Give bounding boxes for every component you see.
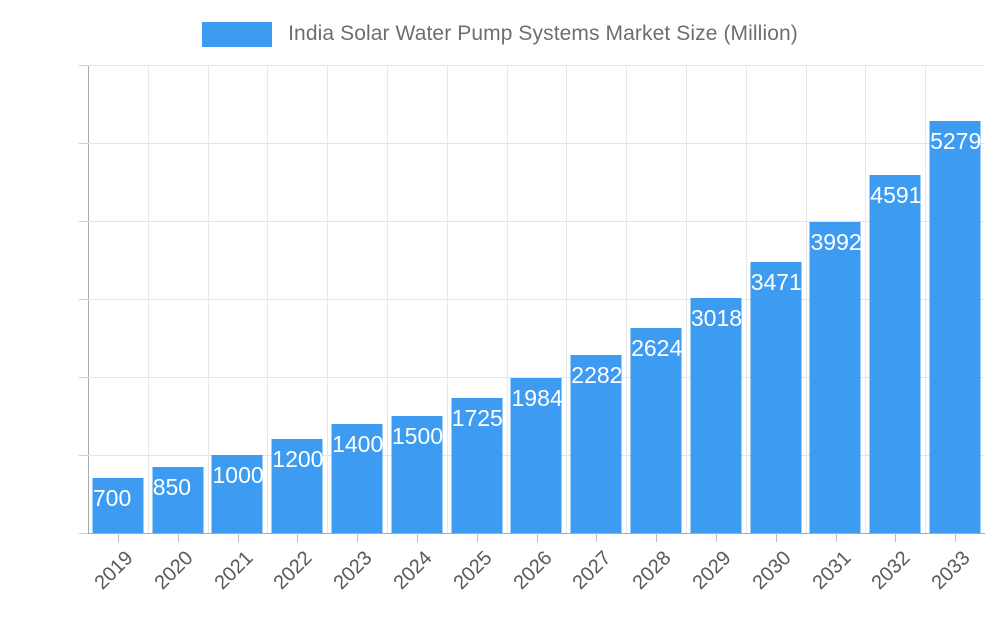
y-tick-mark — [79, 377, 88, 378]
bar[interactable] — [451, 398, 503, 533]
x-gridline — [147, 65, 149, 533]
y-gridline — [88, 377, 985, 378]
plot-area: 0100020003000400050006000700201985020201… — [79, 65, 985, 594]
bar[interactable] — [391, 416, 443, 533]
bar[interactable] — [690, 297, 742, 533]
bar-slot: 1500 — [387, 65, 447, 533]
bar[interactable] — [510, 378, 562, 533]
y-tick-mark — [79, 533, 88, 534]
y-tick-mark — [79, 221, 88, 222]
x-tick-mark — [177, 533, 179, 542]
x-tick-mark — [117, 533, 119, 542]
x-gridline — [327, 65, 329, 533]
x-tick-mark — [476, 533, 478, 542]
x-tick-mark — [955, 533, 957, 542]
x-tick-mark — [596, 533, 598, 542]
x-tick-mark — [357, 533, 359, 542]
x-gridline — [865, 65, 867, 533]
x-tick-mark — [775, 533, 777, 542]
x-tick-mark — [715, 533, 717, 542]
bar-slot: 1725 — [447, 65, 507, 533]
bar[interactable] — [331, 423, 383, 533]
y-gridline — [88, 221, 985, 222]
x-tick-mark — [237, 533, 239, 542]
x-tick-mark — [656, 533, 658, 542]
x-gridline — [686, 65, 687, 533]
bar[interactable] — [929, 121, 981, 533]
x-gridline — [925, 65, 927, 533]
x-gridline — [626, 65, 628, 533]
bar[interactable] — [271, 439, 323, 533]
x-tick-mark — [895, 533, 897, 542]
x-tick-mark — [416, 533, 418, 542]
bar[interactable] — [750, 262, 802, 533]
bar[interactable] — [809, 221, 861, 533]
x-gridline — [805, 65, 807, 533]
bar-slot: 1400 — [327, 65, 387, 533]
y-tick-mark — [79, 299, 88, 300]
chart-legend: India Solar Water Pump Systems Market Si… — [0, 14, 1000, 54]
y-gridline — [88, 143, 985, 144]
bar-slot: 850 — [148, 65, 208, 533]
legend-color-swatch[interactable] — [202, 21, 273, 47]
x-gridline — [506, 65, 508, 533]
bar[interactable] — [869, 174, 921, 533]
bar-slot: 2624 — [626, 65, 686, 533]
bar-slot: 5279 — [925, 65, 985, 533]
bar-slot: 2282 — [566, 65, 626, 533]
bar-slot: 3992 — [806, 65, 866, 533]
bar[interactable] — [211, 455, 263, 533]
x-gridline — [267, 65, 269, 533]
bar-slot: 1984 — [507, 65, 567, 533]
bar[interactable] — [630, 328, 682, 533]
bar-slot: 3018 — [686, 65, 746, 533]
y-tick-mark — [79, 143, 88, 144]
y-gridline — [88, 65, 985, 66]
bar[interactable] — [152, 466, 204, 533]
x-tick-mark — [536, 533, 538, 542]
y-gridline — [88, 299, 985, 300]
y-tick-mark — [79, 455, 88, 456]
x-gridline — [745, 65, 747, 533]
bar-slot: 1000 — [208, 65, 268, 533]
x-gridline — [207, 65, 209, 533]
x-gridline — [387, 65, 388, 533]
bar-slot: 1200 — [267, 65, 327, 533]
bar-slot: 4591 — [865, 65, 925, 533]
bar-slot: 3471 — [746, 65, 806, 533]
bar[interactable] — [570, 355, 622, 533]
y-tick-mark — [79, 65, 88, 66]
legend-label: India Solar Water Pump Systems Market Si… — [288, 22, 798, 45]
x-gridline — [446, 65, 448, 533]
x-gridline — [566, 65, 568, 533]
bar-slot: 700 — [88, 65, 148, 533]
bar[interactable] — [92, 478, 144, 533]
bar-chart: India Solar Water Pump Systems Market Si… — [0, 14, 1000, 595]
x-tick-mark — [835, 533, 837, 542]
x-tick-mark — [297, 533, 299, 542]
